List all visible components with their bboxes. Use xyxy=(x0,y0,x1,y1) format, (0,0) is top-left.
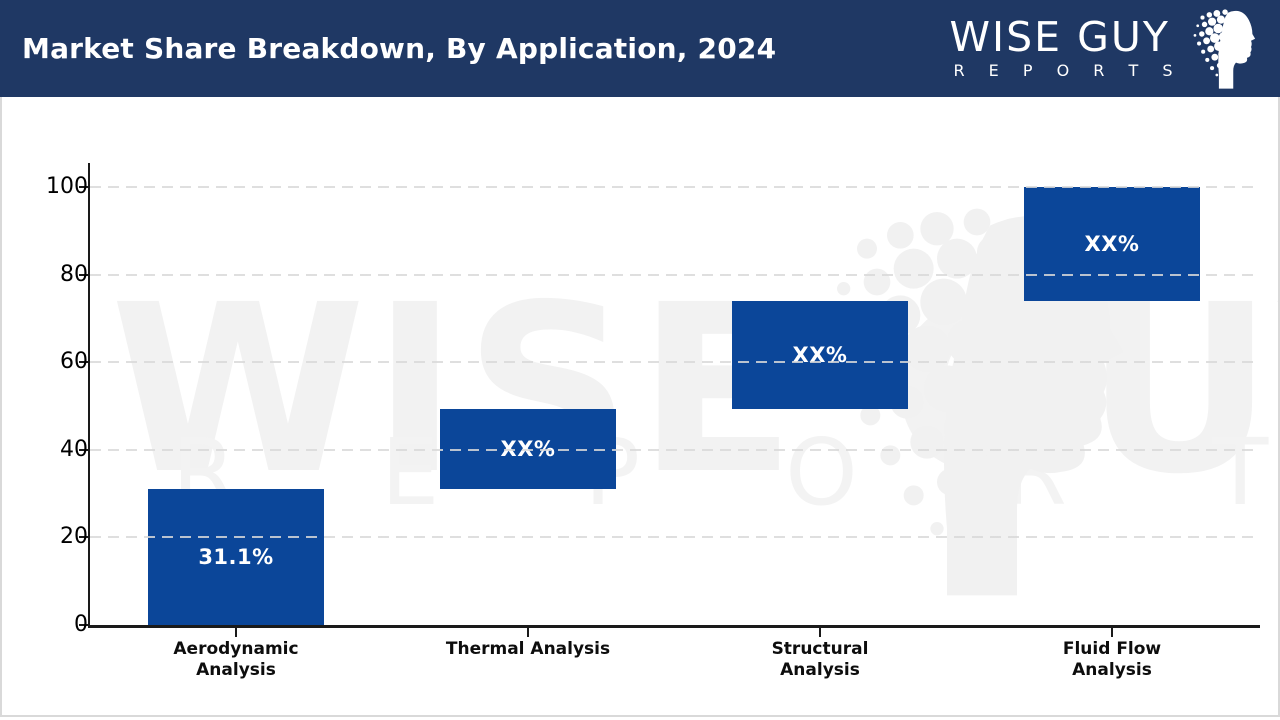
wiseguy-face-icon xyxy=(1184,8,1262,90)
gridline-60 xyxy=(90,361,1258,364)
header-bar: Market Share Breakdown, By Application, … xyxy=(0,0,1280,97)
bar-value-label: 31.1% xyxy=(198,544,274,569)
y-axis-line xyxy=(88,163,90,627)
gridline-20 xyxy=(90,536,1258,539)
logo-line1: WISE GUY xyxy=(949,13,1170,61)
gridline-80 xyxy=(90,273,1258,276)
x-category-label-line: Thermal Analysis xyxy=(445,639,611,659)
x-category-label-line: Structural xyxy=(771,639,869,659)
x-category-label-line: Fluid Flow xyxy=(1062,639,1162,659)
bar-1: 31.1% xyxy=(148,488,324,625)
x-category-label-4: Fluid Flow Analysis xyxy=(966,639,1258,681)
x-category-label-line: Analysis xyxy=(196,660,276,680)
y-tick-mark-80 xyxy=(79,273,88,276)
y-tick-mark-40 xyxy=(79,448,88,451)
y-tick-label-20: 20 xyxy=(60,524,88,550)
x-category-label-line: Analysis xyxy=(780,660,860,680)
x-axis-line xyxy=(88,625,1260,628)
x-tick-mark-1 xyxy=(235,628,237,637)
y-tick-label-80: 80 xyxy=(60,261,88,287)
x-category-label-2: Thermal Analysis xyxy=(382,639,674,660)
x-tick-mark-4 xyxy=(1111,628,1113,637)
y-tick-mark-20 xyxy=(79,536,88,539)
x-category-label-3: Structural Analysis xyxy=(674,639,966,681)
bar-4: XX% xyxy=(1024,187,1200,301)
gridline-40 xyxy=(90,448,1258,451)
wiseguy-logo-text: WISE GUY R E P O R T S xyxy=(949,13,1182,81)
y-tick-label-60: 60 xyxy=(60,349,88,375)
y-tick-mark-0 xyxy=(79,624,88,626)
plot-area: 31.1% XX% XX% XX% 0 20 40 60 80 100 Aerodynamic Ana… xyxy=(2,97,1278,715)
y-tick-label-40: 40 xyxy=(60,436,88,462)
y-tick-mark-100 xyxy=(79,186,88,188)
bar-value-label: XX% xyxy=(1084,231,1140,256)
bar-value-label: XX% xyxy=(792,342,848,367)
page-title: Market Share Breakdown, By Application, … xyxy=(22,32,777,65)
x-category-label-1: Aerodynamic Analysis xyxy=(90,639,382,681)
x-category-label-line: Aerodynamic xyxy=(173,639,299,659)
x-category-label-line: Analysis xyxy=(1072,660,1152,680)
bar-3: XX% xyxy=(732,300,908,410)
y-tick-label-0: 0 xyxy=(74,612,88,637)
gridline-100 xyxy=(90,186,1258,188)
x-tick-mark-3 xyxy=(819,628,821,637)
chart-canvas: WISE GUY R E P O R T S 31.1%XX%XX%XX%020… xyxy=(0,97,1280,717)
logo-line2: R E P O R T S xyxy=(953,61,1182,80)
y-tick-mark-60 xyxy=(79,361,88,364)
y-tick-label-100: 100 xyxy=(46,174,88,199)
x-tick-mark-2 xyxy=(527,628,529,637)
wiseguy-logo: WISE GUY R E P O R T S xyxy=(949,8,1262,90)
